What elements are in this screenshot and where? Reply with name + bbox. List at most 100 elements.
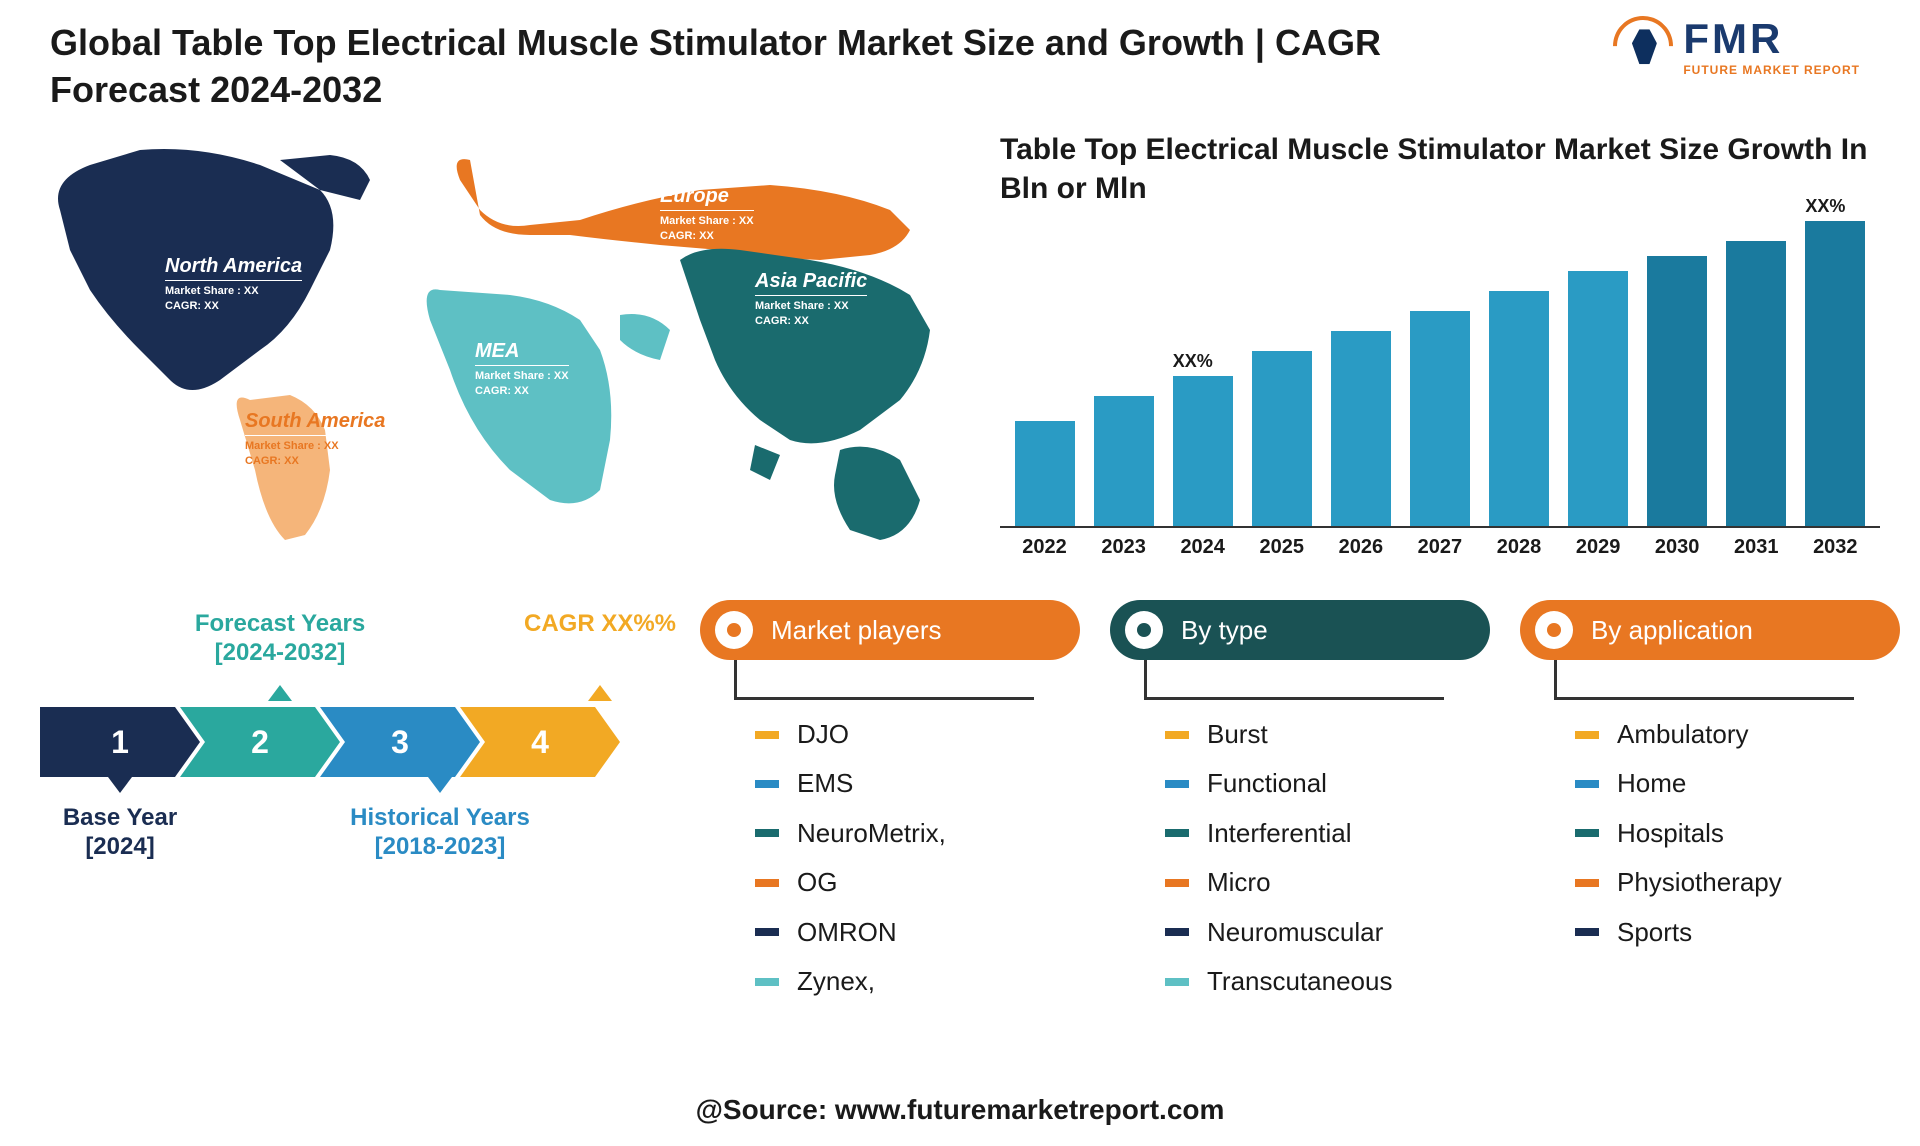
bullet-icon [1575,879,1599,887]
xaxis-label: 2023 [1088,536,1160,559]
bar-group-2022 [1009,421,1081,526]
growth-chart: Table Top Electrical Muscle Stimulator M… [1000,130,1880,560]
bullet-icon [1575,928,1599,936]
list-item: Sports [1575,908,1900,957]
list-item: Physiotherapy [1575,858,1900,907]
list-item: Ambulatory [1575,710,1900,759]
xaxis-label: 2028 [1483,536,1555,559]
timeline-label: Historical Years[2018-2023] [340,804,540,862]
bar-2028 [1489,291,1549,526]
bar-group-2024: XX% [1167,376,1239,526]
bar-2027 [1410,311,1470,526]
list-item-text: Home [1617,759,1686,808]
pill-list: DJOEMSNeuroMetrix,OGOMRONZynex, [700,710,1080,1006]
timeline-segment-2: 2 [180,707,340,777]
list-item-text: Neuromuscular [1207,908,1383,957]
bar-2025 [1252,351,1312,526]
timeline-segment-3: 3 [320,707,480,777]
pill-header: .pd-1110::after{background:#1a5254} By ty… [1110,600,1490,660]
timeline-label: Base Year[2024] [20,804,220,862]
bullet-icon [1165,829,1189,837]
xaxis-label: 2031 [1720,536,1792,559]
list-item-text: Interferential [1207,809,1352,858]
chart-title: Table Top Electrical Muscle Stimulator M… [1000,130,1880,208]
pill-connector [1144,660,1147,700]
region-label-mea: MEAMarket Share : XXCAGR: XX [475,340,569,400]
logo-icon [1601,4,1686,89]
source-attribution: @Source: www.futuremarketreport.com [696,1094,1225,1126]
list-item: Hospitals [1575,809,1900,858]
chart-bars: XX% XX% [1000,218,1880,528]
list-item: Burst [1165,710,1490,759]
timeline-arrow-icon [268,685,292,701]
pill-list: AmbulatoryHomeHospitalsPhysiotherapySpor… [1520,710,1900,957]
bullet-icon [755,928,779,936]
list-item-text: Ambulatory [1617,710,1749,759]
region-label-asia-pacific: Asia PacificMarket Share : XXCAGR: XX [755,270,867,330]
list-item: DJO [755,710,1080,759]
region-label-south-america: South AmericaMarket Share : XXCAGR: XX [245,410,385,470]
list-item-text: DJO [797,710,849,759]
list-item-text: Burst [1207,710,1268,759]
xaxis-label: 2024 [1167,536,1239,559]
pill-dot-icon: .pd-1520::after{background:#e87722} [1535,611,1573,649]
list-item-text: Zynex, [797,957,875,1006]
bar-annotation: XX% [1805,196,1845,217]
bullet-icon [1165,928,1189,936]
page-title: Global Table Top Electrical Muscle Stimu… [50,20,1450,114]
bar-group-2025 [1246,351,1318,526]
bullet-icon [755,780,779,788]
xaxis-label: 2022 [1009,536,1081,559]
timeline-arrow-icon [428,777,452,793]
section-market-players: .pd-700::after{background:#e87722} Market… [700,600,1080,1006]
pill-dot-icon: .pd-1110::after{background:#1a5254} [1125,611,1163,649]
list-item-text: OMRON [797,908,897,957]
list-item-text: Transcutaneous [1207,957,1392,1006]
list-item: OG [755,858,1080,907]
pill-connector [1554,660,1557,700]
bullet-icon [1165,731,1189,739]
list-item: Home [1575,759,1900,808]
list-item: Transcutaneous [1165,957,1490,1006]
chart-xaxis: 2022202320242025202620272028202920302031… [1000,528,1880,559]
pill-dot-icon: .pd-700::after{background:#e87722} [715,611,753,649]
list-item: Functional [1165,759,1490,808]
timeline-segment-1: 1 [40,707,200,777]
xaxis-label: 2030 [1641,536,1713,559]
pill-header: .pd-1520::after{background:#e87722} By ap… [1520,600,1900,660]
list-item-text: Micro [1207,858,1271,907]
bar-group-2026 [1325,331,1397,526]
list-item: Micro [1165,858,1490,907]
list-item: Interferential [1165,809,1490,858]
timeline-segment-4: 4 [460,707,620,777]
section-by-application: .pd-1520::after{background:#e87722} By ap… [1520,600,1900,957]
pill-connector [734,660,737,700]
bar-2032: XX% [1805,221,1865,526]
pill-title: By type [1181,615,1268,646]
list-item: Zynex, [755,957,1080,1006]
list-item-text: EMS [797,759,853,808]
region-label-europe: EuropeMarket Share : XXCAGR: XX [660,185,754,245]
list-item-text: Physiotherapy [1617,858,1782,907]
bullet-icon [755,731,779,739]
list-item-text: NeuroMetrix, [797,809,946,858]
bullet-icon [755,879,779,887]
pill-title: By application [1591,615,1753,646]
bullet-icon [755,978,779,986]
list-item: NeuroMetrix, [755,809,1080,858]
logo-sub-text: FUTURE MARKET REPORT [1683,63,1860,77]
list-item: Neuromuscular [1165,908,1490,957]
pill-list: BurstFunctionalInterferentialMicroNeurom… [1110,710,1490,1006]
timeline-arrow-icon [588,685,612,701]
list-item-text: Sports [1617,908,1692,957]
pill-title: Market players [771,615,942,646]
bullet-icon [1165,780,1189,788]
world-map: North AmericaMarket Share : XXCAGR: XXSo… [20,140,980,560]
bullet-icon [1165,879,1189,887]
bar-2024: XX% [1173,376,1233,526]
xaxis-label: 2026 [1325,536,1397,559]
bar-2022 [1015,421,1075,526]
timeline-arrow-icon [108,777,132,793]
list-item-text: Functional [1207,759,1327,808]
xaxis-label: 2032 [1799,536,1871,559]
